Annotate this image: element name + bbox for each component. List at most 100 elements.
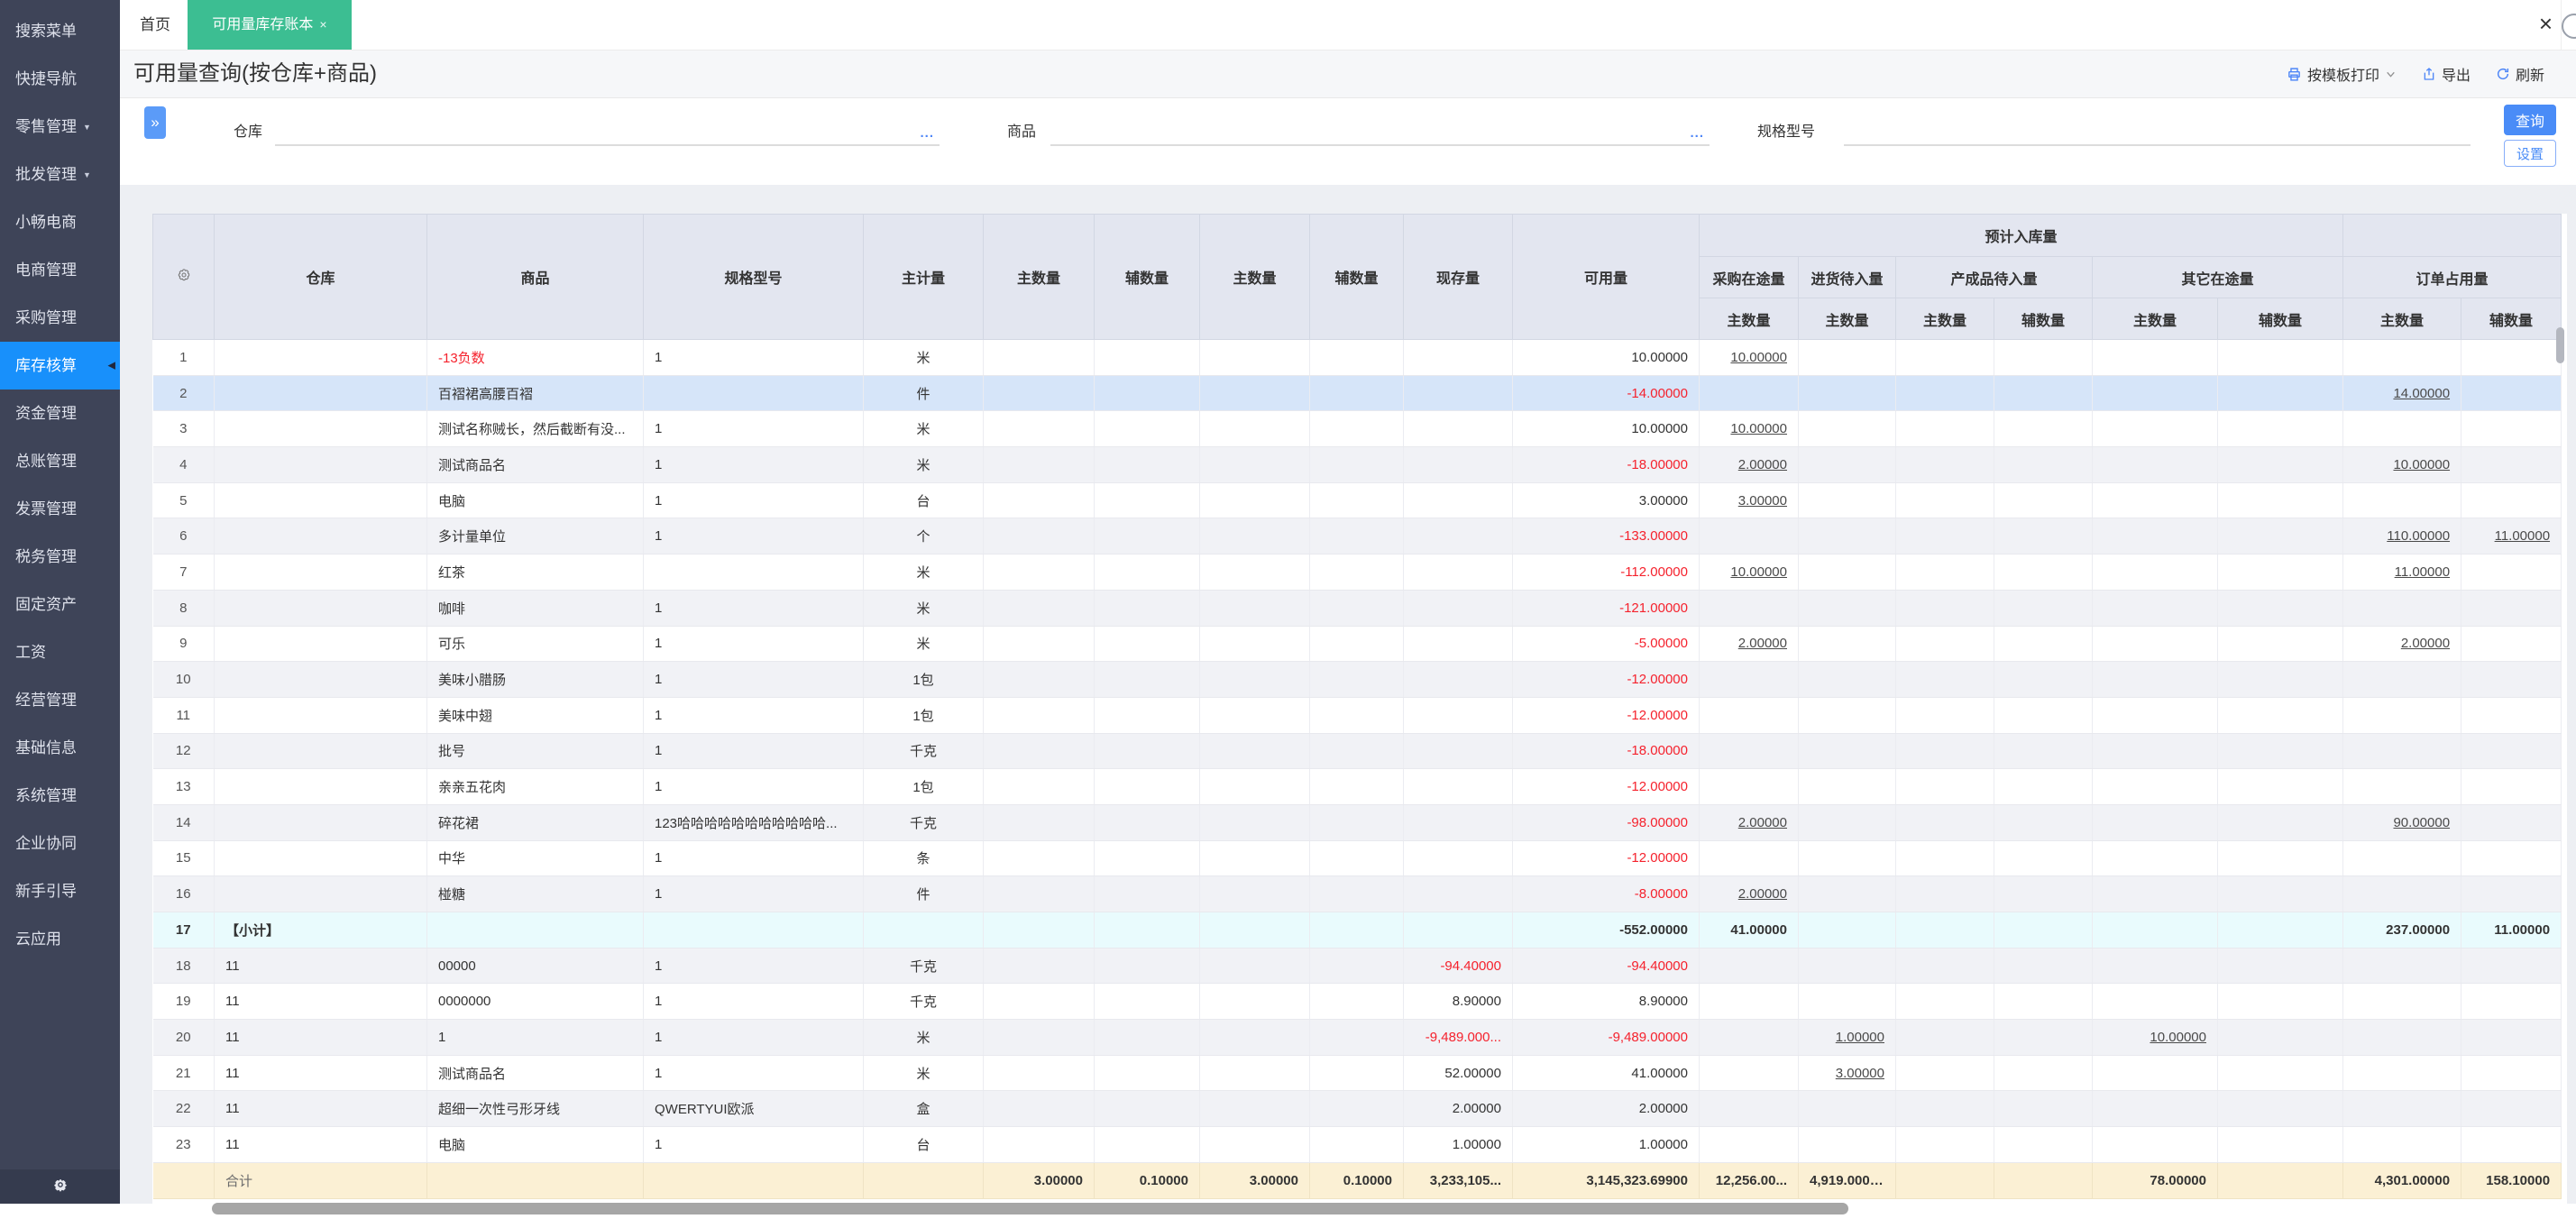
drill-down-link[interactable]: 2.00000 bbox=[1699, 626, 1799, 663]
sidebar-item-10[interactable]: 发票管理 bbox=[0, 485, 120, 533]
table-row[interactable]: 20 11 1 1 米 -9,489.000... -9,489.00000 1.00000 1… bbox=[152, 1019, 2562, 1056]
header-spec[interactable]: 规格型号 bbox=[643, 214, 864, 340]
sidebar-item-18[interactable]: 新手引导 bbox=[0, 867, 120, 915]
expand-filters-button[interactable]: » bbox=[144, 106, 166, 139]
sidebar-item-16[interactable]: 系统管理 bbox=[0, 772, 120, 820]
sidebar-item-4[interactable]: 小畅电商 bbox=[0, 198, 120, 246]
product-input[interactable]: ... bbox=[1050, 117, 1710, 146]
table-row[interactable]: 16 椪糖 1 件 -8.00000 2.00000 bbox=[152, 875, 2562, 912]
table-row[interactable]: 21 11 测试商品名 1 米 52.00000 41.00000 3.00000 bbox=[152, 1055, 2562, 1092]
header-product[interactable]: 商品 bbox=[426, 214, 644, 340]
total-row[interactable]: 合计 3.00000 0.10000 3.00000 0.10000 3,233,105.… bbox=[152, 1162, 2562, 1199]
header-aux-qty-1[interactable]: 辅数量 bbox=[1094, 214, 1200, 340]
header-main-unit[interactable]: 主计量 bbox=[863, 214, 984, 340]
table-row[interactable]: 18 11 00000 1 千克 -94.40000 -94.40000 bbox=[152, 948, 2562, 985]
header-other-transit[interactable]: 其它在途量 bbox=[2091, 256, 2344, 298]
header-warehouse[interactable]: 仓库 bbox=[214, 214, 427, 340]
table-row[interactable]: 15 中华 1 条 -12.00000 bbox=[152, 840, 2562, 877]
table-row[interactable]: 1 -13负数 1 米 10.00000 10.00000 bbox=[152, 339, 2562, 376]
table-row[interactable]: 11 美味中翅 1 1包 -12.00000 bbox=[152, 697, 2562, 734]
tab-close-icon[interactable]: × bbox=[319, 17, 327, 32]
drill-down-link[interactable]: 10.00000 bbox=[1699, 410, 1799, 448]
sidebar-item-13[interactable]: 工资 bbox=[0, 628, 120, 676]
sidebar-item-5[interactable]: 电商管理 bbox=[0, 246, 120, 294]
table-row[interactable]: 14 碎花裙 123哈哈哈哈哈哈哈哈哈哈哈... 千克 -98.00000 2.00000… bbox=[152, 804, 2562, 841]
warehouse-input[interactable]: ... bbox=[275, 117, 940, 146]
table-row[interactable]: 22 11 超细一次性弓形牙线 QWERTYUI欧派盒 2.00000 2.00000 bbox=[152, 1090, 2562, 1128]
table-row[interactable]: 23 11 电脑 1 台 1.00000 1.00000 bbox=[152, 1126, 2562, 1163]
table-row[interactable]: 19 11 0000000 1 千克 8.90000 8.90000 bbox=[152, 983, 2562, 1021]
table-row[interactable]: 10 美味小腊肠 1 1包 -12.00000 bbox=[152, 661, 2562, 698]
drill-down-link[interactable]: 2.00000 bbox=[2342, 626, 2462, 663]
drill-down-link[interactable]: 2.00000 bbox=[1699, 875, 1799, 912]
drill-down-link[interactable]: 90.00000 bbox=[2342, 804, 2462, 841]
sidebar-item-15[interactable]: 基础信息 bbox=[0, 724, 120, 772]
drill-down-link[interactable]: 3.00000 bbox=[1699, 482, 1799, 519]
header-finished-pending[interactable]: 产成品待入量 bbox=[1895, 256, 2093, 298]
sidebar-item-2[interactable]: 零售管理 ▼ bbox=[0, 103, 120, 151]
drill-down-link[interactable]: 10.00000 bbox=[1699, 554, 1799, 591]
header-purchase-transit[interactable]: 采购在途量 bbox=[1699, 256, 1799, 298]
table-row[interactable]: 6 多计量单位 1 个 -133.00000 110.00000 11.00000 bbox=[152, 518, 2562, 555]
subtotal-row[interactable]: 17 【小计】 -552.00000 41.00000 237.00000 11.0000… bbox=[152, 912, 2562, 949]
refresh-button[interactable]: 刷新 bbox=[2496, 63, 2544, 85]
header-leaf-1[interactable]: 主数量 bbox=[1798, 298, 1896, 340]
table-row[interactable]: 8 咖啡 1 米 -121.00000 bbox=[152, 590, 2562, 627]
product-more-button[interactable]: ... bbox=[1690, 125, 1704, 141]
export-button[interactable]: 导出 bbox=[2422, 63, 2471, 85]
header-leaf-5[interactable]: 辅数量 bbox=[2216, 298, 2344, 340]
gear-icon[interactable] bbox=[177, 268, 191, 286]
header-aux-qty-2[interactable]: 辅数量 bbox=[1309, 214, 1404, 340]
table-row[interactable]: 12 批号 1 千克 -18.00000 bbox=[152, 733, 2562, 770]
drill-down-link[interactable]: 10.00000 bbox=[2342, 446, 2462, 483]
header-main-qty-1[interactable]: 主数量 bbox=[983, 214, 1095, 340]
settings-button[interactable]: 设置 bbox=[2504, 140, 2556, 167]
drill-down-link[interactable]: 1.00000 bbox=[1798, 1019, 1896, 1056]
header-leaf-2[interactable]: 主数量 bbox=[1895, 298, 1994, 340]
drill-down-link[interactable]: 11.00000 bbox=[2461, 518, 2562, 555]
column-settings-header[interactable] bbox=[152, 214, 215, 340]
drill-down-link[interactable]: 2.00000 bbox=[1699, 804, 1799, 841]
chevron-down-icon[interactable] bbox=[2385, 69, 2397, 80]
warehouse-more-button[interactable]: ... bbox=[920, 125, 934, 141]
tab-available-ledger[interactable]: 可用量库存账本 × bbox=[188, 0, 352, 50]
table-row[interactable]: 5 电脑 1 台 3.00000 3.00000 bbox=[152, 482, 2562, 519]
table-row[interactable]: 4 测试商品名 1 米 -18.00000 2.00000 10.00000 bbox=[152, 446, 2562, 483]
sidebar-item-11[interactable]: 税务管理 bbox=[0, 533, 120, 581]
spec-input[interactable] bbox=[1844, 117, 2471, 146]
header-order-occupied[interactable]: 订单占用量 bbox=[2342, 256, 2562, 298]
query-button[interactable]: 查询 bbox=[2504, 105, 2556, 135]
header-incoming-pending[interactable]: 进货待入量 bbox=[1798, 256, 1896, 298]
tab-home[interactable]: 首页 bbox=[140, 16, 170, 33]
header-leaf-3[interactable]: 辅数量 bbox=[1994, 298, 2093, 340]
sidebar-item-12[interactable]: 固定资产 bbox=[0, 581, 120, 628]
drill-down-link[interactable]: 10.00000 bbox=[1699, 339, 1799, 376]
drill-down-link[interactable]: 110.00000 bbox=[2342, 518, 2462, 555]
drill-down-link[interactable]: 2.00000 bbox=[1699, 446, 1799, 483]
header-stock[interactable]: 现存量 bbox=[1403, 214, 1513, 340]
header-available[interactable]: 可用量 bbox=[1512, 214, 1700, 340]
table-row[interactable]: 7 红茶 米 -112.00000 10.00000 11.00000 bbox=[152, 554, 2562, 591]
sidebar-item-19[interactable]: 云应用 bbox=[0, 915, 120, 963]
table-row[interactable]: 13 亲亲五花肉 1 1包 -12.00000 bbox=[152, 768, 2562, 805]
sidebar-item-3[interactable]: 批发管理 ▼ bbox=[0, 151, 120, 198]
sidebar-item-9[interactable]: 总账管理 bbox=[0, 437, 120, 485]
vertical-scrollbar-thumb[interactable] bbox=[2556, 327, 2564, 363]
sidebar-item-14[interactable]: 经营管理 bbox=[0, 676, 120, 724]
sidebar-item-0[interactable]: 搜索菜单 bbox=[0, 7, 120, 55]
print-by-template-button[interactable]: 按模板打印 bbox=[2287, 63, 2397, 85]
header-leaf-4[interactable]: 主数量 bbox=[2092, 298, 2218, 340]
drill-down-link[interactable]: 14.00000 bbox=[2342, 375, 2462, 412]
drill-down-link[interactable]: 10.00000 bbox=[2092, 1019, 2218, 1056]
table-row[interactable]: 3 测试名称贼长，然后截断有没... 1 米 10.00000 10.00000 bbox=[152, 410, 2562, 448]
window-close-icon[interactable]: × bbox=[2538, 10, 2553, 37]
gear-icon[interactable] bbox=[52, 1177, 69, 1197]
drill-down-link[interactable]: 3.00000 bbox=[1798, 1055, 1896, 1092]
header-leaf-7[interactable]: 辅数量 bbox=[2461, 298, 2562, 340]
sidebar-item-6[interactable]: 采购管理 bbox=[0, 294, 120, 342]
sidebar-item-1[interactable]: 快捷导航 bbox=[0, 55, 120, 103]
header-leaf-0[interactable]: 主数量 bbox=[1699, 298, 1799, 340]
horizontal-scrollbar-thumb[interactable] bbox=[212, 1202, 1848, 1214]
header-leaf-6[interactable]: 主数量 bbox=[2342, 298, 2462, 340]
selected-row[interactable]: 2 百褶裙高腰百褶 件 -14.00000 14.00000 bbox=[152, 375, 2562, 412]
